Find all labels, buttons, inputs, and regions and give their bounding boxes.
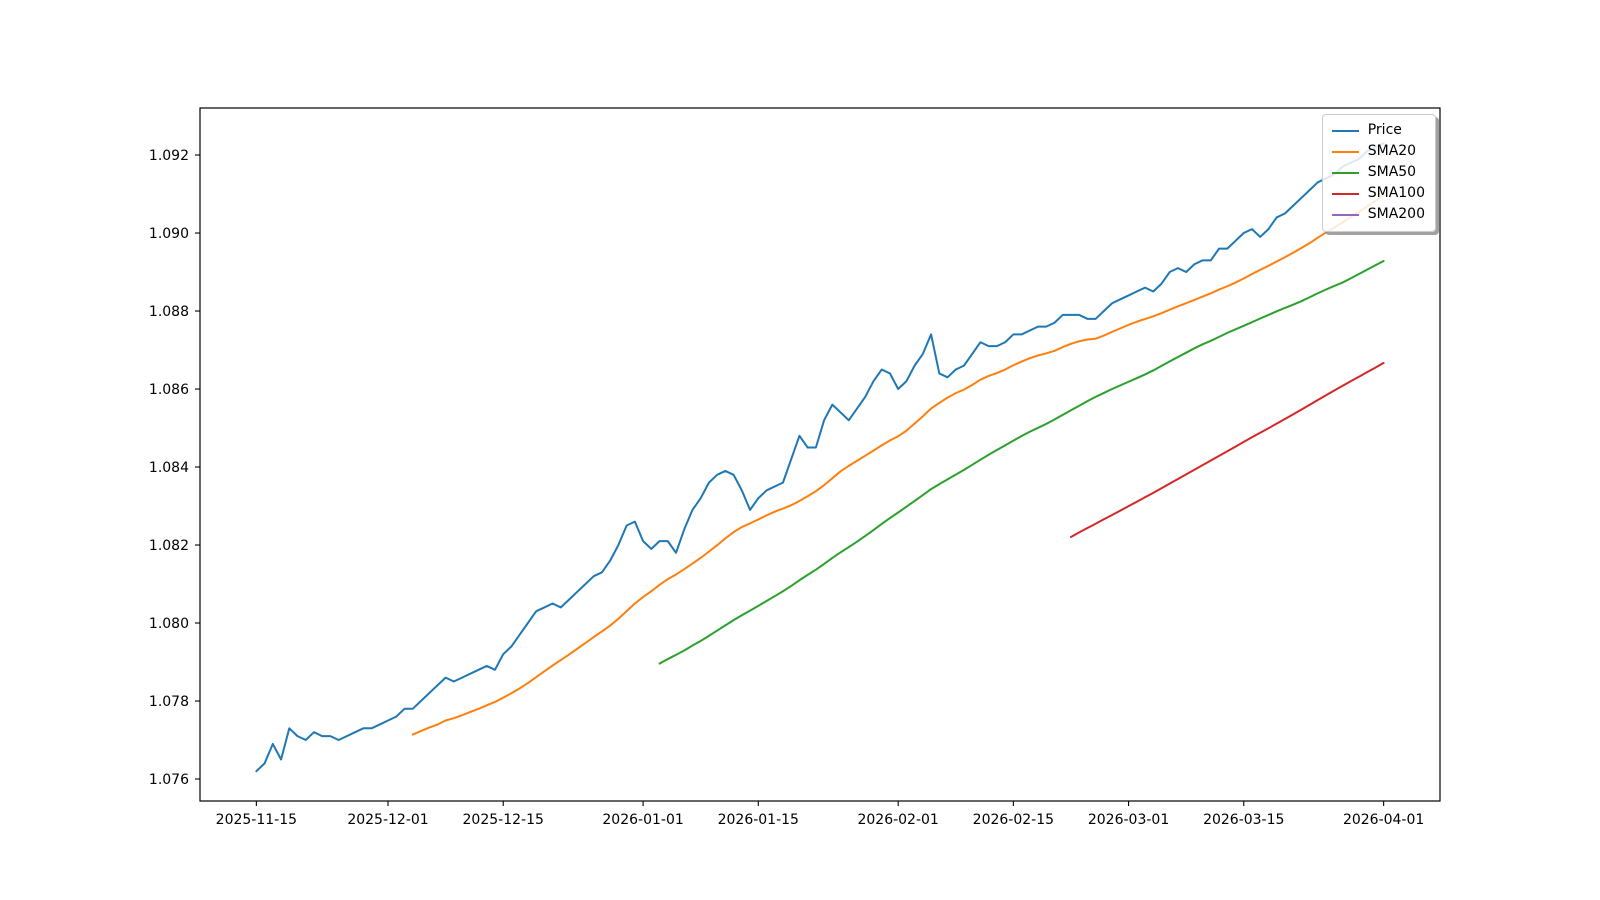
y-tick-label: 1.088: [149, 304, 189, 320]
y-tick-label: 1.076: [149, 772, 189, 788]
x-tick-label: 2026-03-01: [1088, 812, 1169, 828]
x-tick-label: 2026-02-01: [857, 812, 938, 828]
price-line-sample: [1331, 129, 1359, 132]
sma100-line: [1069, 361, 1385, 538]
x-tick-label: 2025-11-15: [216, 812, 297, 828]
legend: Price SMA20 SMA50 SMA100 SMA200: [1321, 114, 1436, 232]
x-tick-label: 2026-01-01: [602, 812, 683, 828]
y-tick-label: 1.086: [149, 382, 189, 398]
y-tick-label: 1.080: [149, 616, 189, 632]
x-tick-label: 2025-12-01: [347, 812, 428, 828]
legend-label-sma50: SMA50: [1367, 164, 1417, 180]
legend-item-sma50: SMA50: [1331, 163, 1425, 182]
y-tick-label: 1.078: [149, 694, 189, 710]
legend-item-sma100: SMA100: [1331, 184, 1425, 203]
sma50-line: [658, 260, 1385, 665]
sma50-line-sample: [1331, 171, 1359, 174]
legend-label-price: Price: [1367, 122, 1402, 138]
x-tick-label: 2025-12-15: [463, 812, 544, 828]
legend-label-sma20: SMA20: [1367, 143, 1417, 159]
legend-item-sma200: SMA200: [1331, 205, 1425, 224]
x-tick-label: 2026-01-15: [718, 812, 799, 828]
x-tick-label: 2026-04-01: [1343, 812, 1424, 828]
y-tick-label: 1.092: [149, 148, 189, 164]
sma100-line-sample: [1331, 192, 1359, 195]
legend-label-sma100: SMA100: [1367, 185, 1425, 201]
sma20-line-sample: [1331, 150, 1359, 153]
y-tick-label: 1.090: [149, 226, 189, 242]
x-tick-label: 2026-03-15: [1203, 812, 1284, 828]
legend-item-price: Price: [1331, 121, 1425, 140]
x-tick-label: 2026-02-15: [973, 812, 1054, 828]
legend-item-sma20: SMA20: [1331, 142, 1425, 161]
sma200-line-sample: [1331, 213, 1359, 216]
legend-label-sma200: SMA200: [1367, 206, 1425, 222]
y-tick-label: 1.084: [149, 460, 189, 476]
sma20-line: [411, 194, 1385, 736]
price-line: [255, 142, 1385, 773]
y-tick-label: 1.082: [149, 538, 189, 554]
plot-frame: [199, 107, 1441, 802]
